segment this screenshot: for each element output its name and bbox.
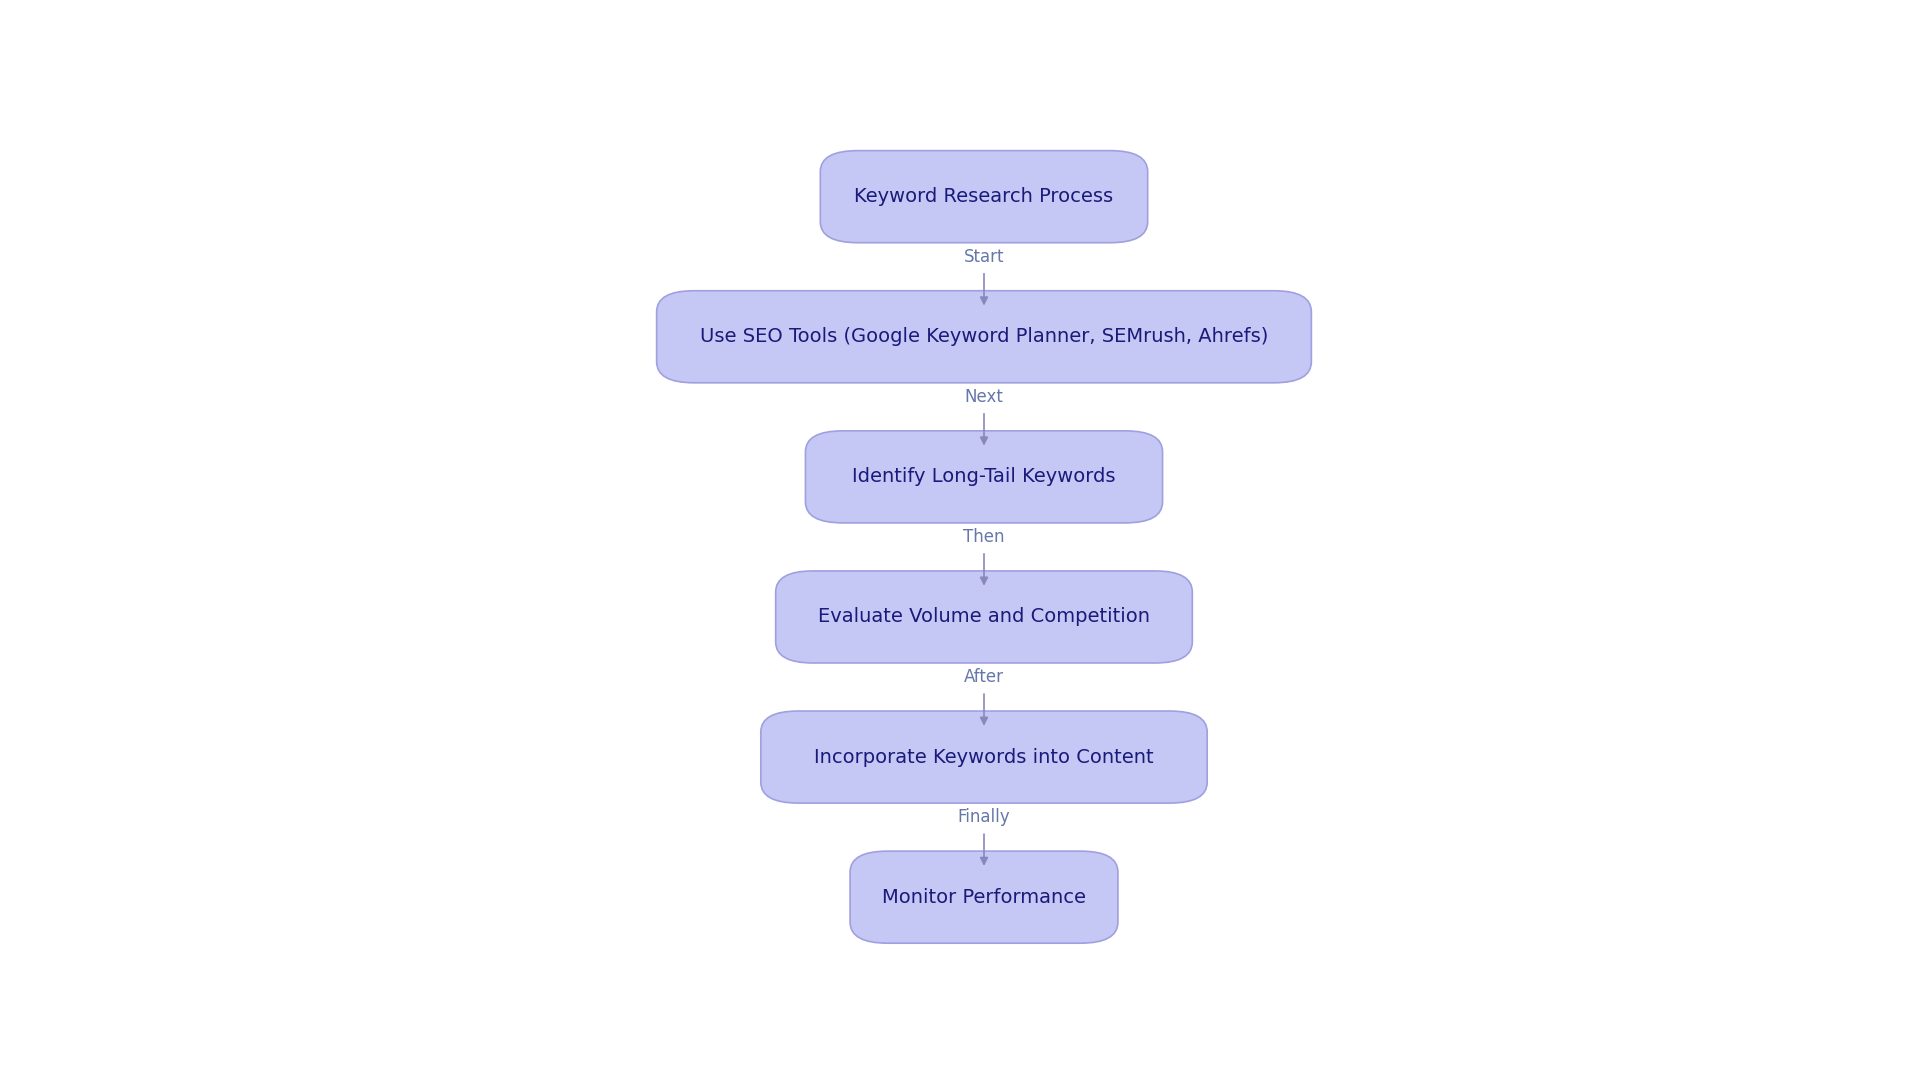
- Text: Use SEO Tools (Google Keyword Planner, SEMrush, Ahrefs): Use SEO Tools (Google Keyword Planner, S…: [699, 327, 1269, 347]
- FancyBboxPatch shape: [851, 851, 1117, 943]
- Text: Keyword Research Process: Keyword Research Process: [854, 187, 1114, 206]
- Text: Finally: Finally: [958, 808, 1010, 826]
- Text: Monitor Performance: Monitor Performance: [881, 888, 1087, 906]
- FancyBboxPatch shape: [820, 151, 1148, 243]
- FancyBboxPatch shape: [776, 571, 1192, 663]
- Text: After: After: [964, 668, 1004, 686]
- FancyBboxPatch shape: [760, 712, 1208, 804]
- Text: Identify Long-Tail Keywords: Identify Long-Tail Keywords: [852, 468, 1116, 486]
- Text: Start: Start: [964, 248, 1004, 265]
- Text: Evaluate Volume and Competition: Evaluate Volume and Competition: [818, 608, 1150, 626]
- Text: Next: Next: [964, 388, 1004, 406]
- FancyBboxPatch shape: [806, 431, 1162, 523]
- FancyBboxPatch shape: [657, 290, 1311, 382]
- Text: Then: Then: [964, 527, 1004, 546]
- Text: Incorporate Keywords into Content: Incorporate Keywords into Content: [814, 747, 1154, 767]
